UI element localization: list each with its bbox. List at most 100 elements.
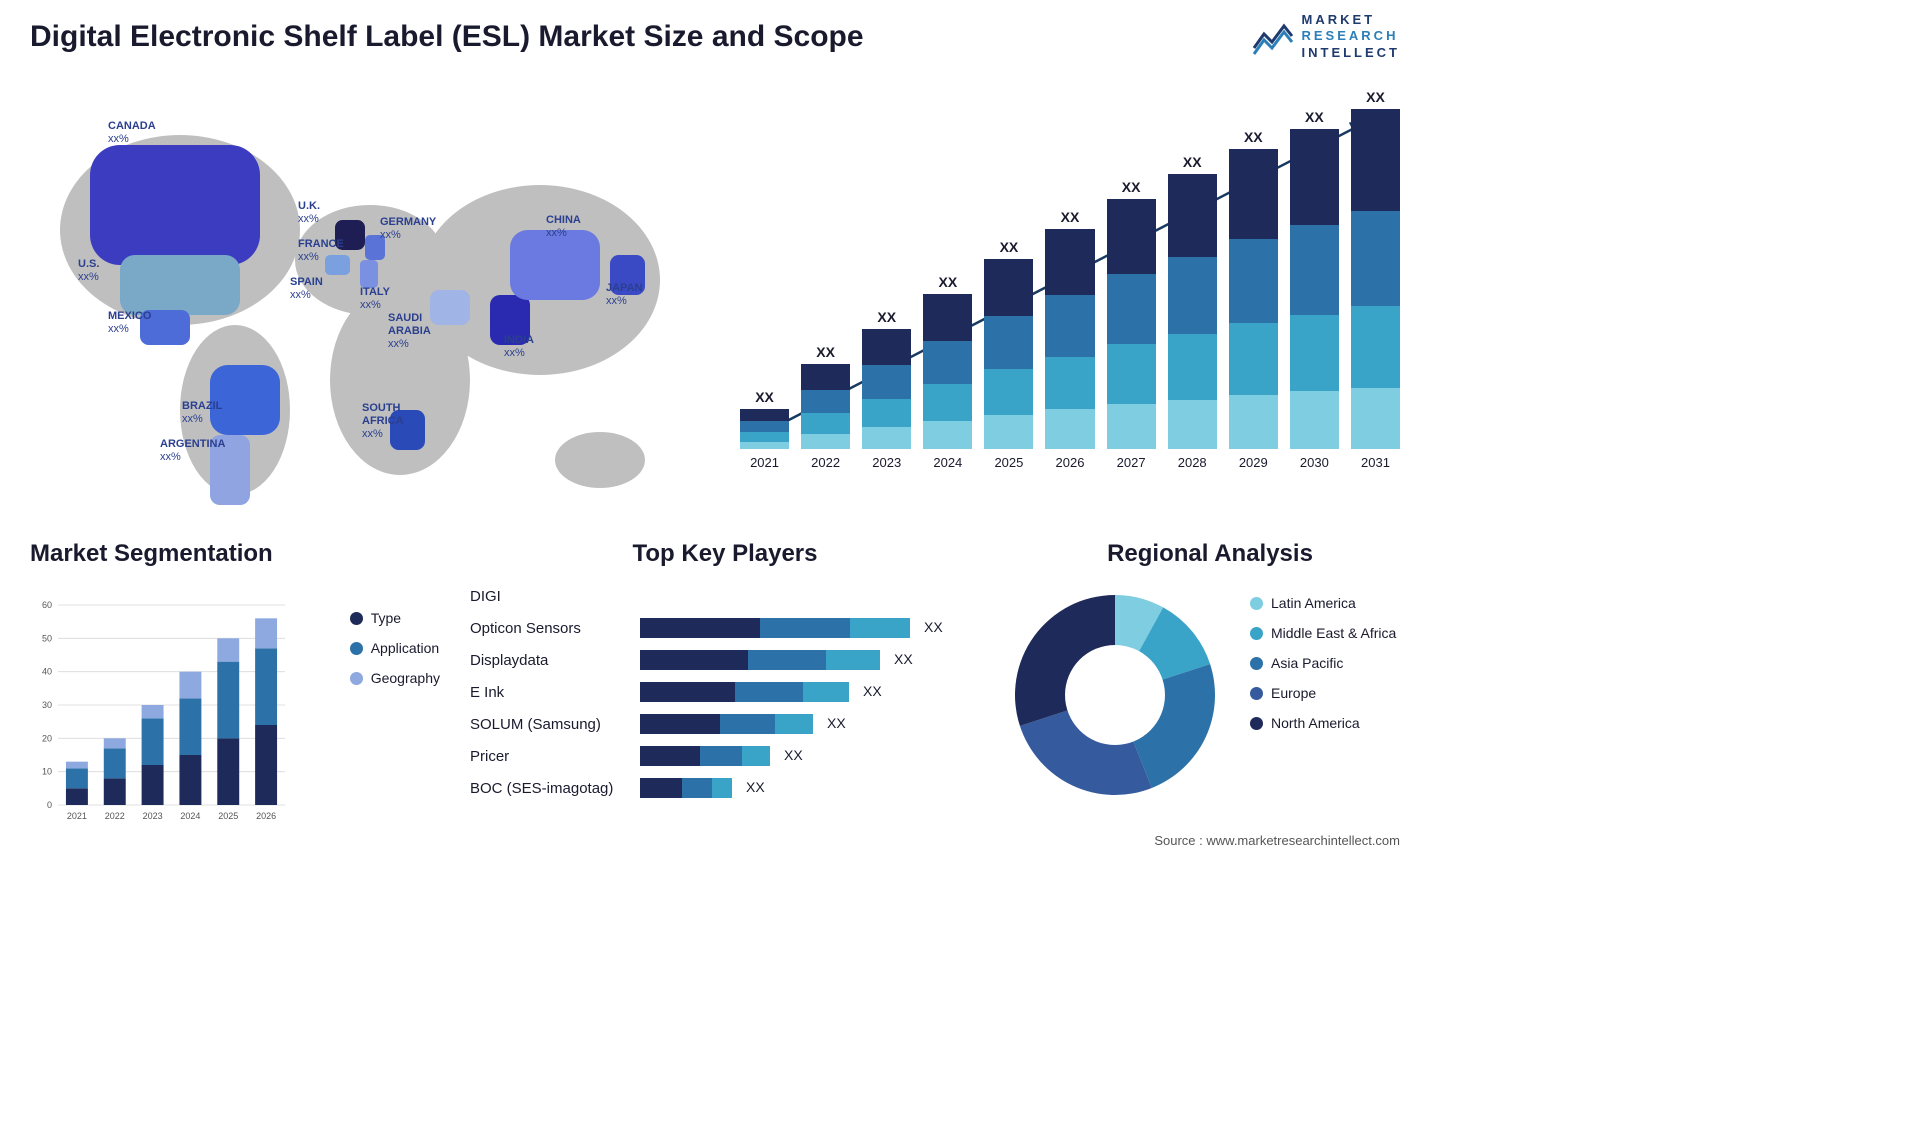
svg-text:0: 0 xyxy=(47,800,52,810)
svg-text:50: 50 xyxy=(42,633,52,643)
regional-donut-chart xyxy=(1010,590,1220,800)
key-player-row: Displaydata XX xyxy=(470,644,980,676)
growth-bar-2031: XX2031 xyxy=(1351,89,1400,470)
key-player-row: SOLUM (Samsung) XX xyxy=(470,708,980,740)
svg-text:2026: 2026 xyxy=(256,811,276,821)
growth-bar-2024: XX 2024 xyxy=(923,274,972,470)
svg-text:2023: 2023 xyxy=(143,811,163,821)
growth-bar-year: 2026 xyxy=(1056,455,1085,470)
map-label-france: FRANCExx% xyxy=(298,238,344,264)
key-player-name: Opticon Sensors xyxy=(470,620,630,637)
key-player-row: E Ink XX xyxy=(470,676,980,708)
regional-legend-item: Europe xyxy=(1250,685,1410,701)
regional-legend: Latin America Middle East & Africa Asia Pa… xyxy=(1250,595,1410,745)
key-players-title: Top Key Players xyxy=(470,540,980,568)
key-player-value: XX xyxy=(863,683,882,699)
growth-bar-year: 2029 xyxy=(1239,455,1268,470)
growth-bar-value: XX xyxy=(1305,109,1324,125)
growth-bar-value: XX xyxy=(816,344,835,360)
key-players-section: Top Key Players DIGIOpticon SensorsXXDis… xyxy=(470,540,980,830)
map-label-japan: JAPANxx% xyxy=(606,282,642,308)
growth-bar-year: 2027 xyxy=(1117,455,1146,470)
svg-text:10: 10 xyxy=(42,767,52,777)
growth-bar-2027: XX 2027 xyxy=(1107,179,1156,470)
map-label-germany: GERMANYxx% xyxy=(380,216,436,242)
growth-bar-year: 2021 xyxy=(750,455,779,470)
key-player-value: XX xyxy=(894,651,913,667)
growth-bar-year: 2022 xyxy=(811,455,840,470)
growth-bar-year: 2024 xyxy=(933,455,962,470)
growth-chart: XX 2021 XX 2022 XX 2023 XX 2024 XX 2025 XX 2026 XX 20… xyxy=(720,100,1400,500)
segmentation-legend-item: Geography xyxy=(350,670,440,686)
segmentation-legend-item: Application xyxy=(350,640,440,656)
segmentation-legend: Type Application Geography xyxy=(350,610,440,700)
key-player-row: Opticon Sensors XX xyxy=(470,612,980,644)
world-map: CANADAxx%U.S.xx%MEXICOxx%U.K.xx%FRANCExx… xyxy=(30,90,670,510)
key-player-value: XX xyxy=(827,715,846,731)
key-player-name: SOLUM (Samsung) xyxy=(470,716,630,733)
map-label-argentina: ARGENTINAxx% xyxy=(160,438,225,464)
map-label-south-africa: SOUTHAFRICAxx% xyxy=(362,402,404,442)
growth-bar-year: 2028 xyxy=(1178,455,1207,470)
map-label-u-s-: U.S.xx% xyxy=(78,258,99,284)
growth-bar-2022: XX 2022 xyxy=(801,344,850,470)
key-player-name: Displaydata xyxy=(470,652,630,669)
growth-bar-year: 2023 xyxy=(872,455,901,470)
key-player-row: DIGI xyxy=(470,580,980,612)
regional-legend-item: Asia Pacific xyxy=(1250,655,1410,671)
growth-bar-2021: XX 2021 xyxy=(740,389,789,470)
map-label-india: INDIAxx% xyxy=(504,334,534,360)
svg-text:60: 60 xyxy=(42,600,52,610)
growth-bar-value: XX xyxy=(1061,209,1080,225)
regional-title: Regional Analysis xyxy=(1010,540,1410,568)
regional-legend-item: Middle East & Africa xyxy=(1250,625,1410,641)
segmentation-chart: 202120222023202420252026 0102030405060 xyxy=(30,600,290,830)
logo-line3: INTELLECT xyxy=(1302,45,1401,61)
key-player-name: BOC (SES-imagotag) xyxy=(470,780,630,797)
growth-bar-value: XX xyxy=(1244,129,1263,145)
logo-line1: MARKET xyxy=(1302,12,1401,28)
logo-icon xyxy=(1250,14,1294,58)
growth-bar-value: XX xyxy=(1122,179,1141,195)
growth-bar-value: XX xyxy=(938,274,957,290)
map-label-saudi-arabia: SAUDIARABIAxx% xyxy=(388,312,431,352)
key-player-value: XX xyxy=(924,619,943,635)
key-player-row: Pricer XX xyxy=(470,740,980,772)
svg-text:2022: 2022 xyxy=(105,811,125,821)
segmentation-section: Market Segmentation 2021 2022 2023 2024 2025… xyxy=(30,540,440,830)
svg-text:2024: 2024 xyxy=(180,811,200,821)
key-player-name: DIGI xyxy=(470,588,630,605)
svg-text:2025: 2025 xyxy=(218,811,238,821)
key-player-value: XX xyxy=(784,747,803,763)
map-label-china: CHINAxx% xyxy=(546,214,581,240)
growth-bar-2025: XX 2025 xyxy=(984,239,1033,470)
map-background xyxy=(30,90,670,510)
growth-bar-value: XX xyxy=(755,389,774,405)
segmentation-title: Market Segmentation xyxy=(30,540,440,568)
growth-bar-value: XX xyxy=(1183,154,1202,170)
growth-bar-year: 2025 xyxy=(994,455,1023,470)
regional-legend-item: North America xyxy=(1250,715,1410,731)
regional-legend-item: Latin America xyxy=(1250,595,1410,611)
key-player-value: XX xyxy=(746,779,765,795)
key-player-name: Pricer xyxy=(470,748,630,765)
segmentation-legend-item: Type xyxy=(350,610,440,626)
growth-bar-year: 2030 xyxy=(1300,455,1329,470)
logo-line2: RESEARCH xyxy=(1302,28,1401,44)
svg-text:2021: 2021 xyxy=(67,811,87,821)
key-player-name: E Ink xyxy=(470,684,630,701)
growth-bar-2028: XX 2028 xyxy=(1168,154,1217,470)
growth-bar-2029: XX 2029 xyxy=(1229,129,1278,470)
growth-bar-value: XX xyxy=(877,309,896,325)
growth-bar-2023: XX 2023 xyxy=(862,309,911,470)
svg-text:20: 20 xyxy=(42,733,52,743)
growth-bar-2026: XX 2026 xyxy=(1045,209,1094,470)
map-label-canada: CANADAxx% xyxy=(108,120,156,146)
growth-bar-value: XX xyxy=(1000,239,1019,255)
map-label-mexico: MEXICOxx% xyxy=(108,310,151,336)
svg-text:40: 40 xyxy=(42,667,52,677)
map-label-brazil: BRAZILxx% xyxy=(182,400,222,426)
source-attribution: Source : www.marketresearchintellect.com xyxy=(1154,833,1400,848)
regional-section: Regional Analysis Latin America Middle Ea… xyxy=(1010,540,1410,830)
logo: MARKET RESEARCH INTELLECT xyxy=(1250,12,1401,61)
